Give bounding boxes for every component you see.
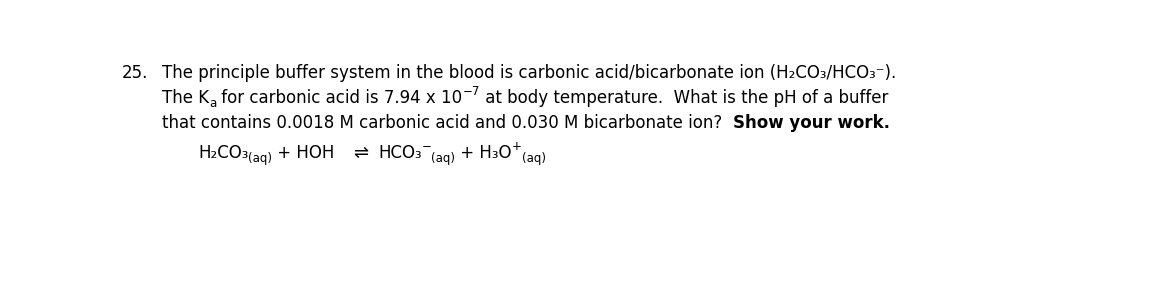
Text: ⇌: ⇌ bbox=[353, 144, 368, 162]
Text: +: + bbox=[511, 140, 522, 153]
Text: + HOH: + HOH bbox=[272, 144, 334, 162]
Text: −7: −7 bbox=[462, 85, 480, 98]
Text: (aq): (aq) bbox=[522, 152, 545, 165]
Text: −: − bbox=[421, 140, 432, 153]
Text: that contains 0.0018 M carbonic acid and 0.030 M bicarbonate ion?: that contains 0.0018 M carbonic acid and… bbox=[162, 114, 733, 132]
Text: (aq): (aq) bbox=[432, 152, 455, 165]
Text: The principle buffer system in the blood is carbonic acid/bicarbonate ion (H₂CO₃: The principle buffer system in the blood… bbox=[162, 64, 896, 82]
Text: The K: The K bbox=[162, 89, 209, 107]
Text: at body temperature.  What is the pH of a buffer: at body temperature. What is the pH of a… bbox=[480, 89, 888, 107]
Text: HCO₃: HCO₃ bbox=[378, 144, 421, 162]
Text: Show your work.: Show your work. bbox=[733, 114, 890, 132]
Text: + H₃O: + H₃O bbox=[455, 144, 511, 162]
Text: a: a bbox=[209, 97, 216, 110]
Text: 25.: 25. bbox=[122, 64, 148, 82]
Text: for carbonic acid is 7.94 x 10: for carbonic acid is 7.94 x 10 bbox=[216, 89, 462, 107]
Text: (aq): (aq) bbox=[249, 152, 272, 165]
Text: H₂CO₃: H₂CO₃ bbox=[198, 144, 249, 162]
